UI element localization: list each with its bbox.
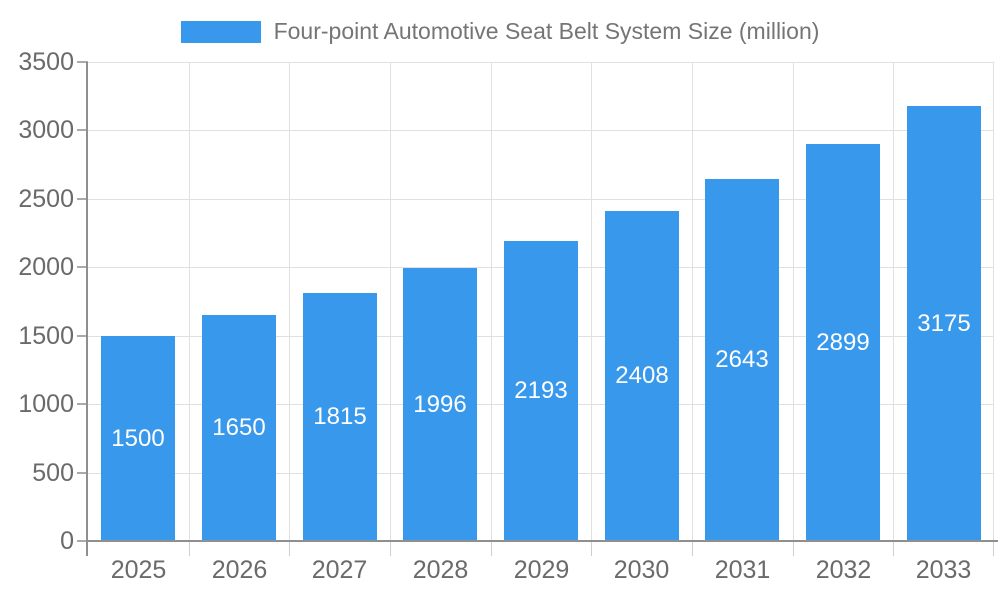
x-axis-tick-label: 2030 xyxy=(613,556,670,584)
x-gridline xyxy=(491,62,492,541)
x-gridline xyxy=(289,62,290,541)
legend-swatch xyxy=(180,20,261,43)
x-gridline xyxy=(893,62,894,541)
y-axis-tick xyxy=(77,129,88,131)
x-axis-tick xyxy=(289,541,290,556)
legend-label: Four-point Automotive Seat Belt System S… xyxy=(273,18,820,44)
bar-value-label: 1996 xyxy=(413,390,467,418)
bar-2033: 3175 xyxy=(907,106,981,541)
x-gridline xyxy=(793,62,794,541)
plot-area: 1500 1650 1815 1996 2193 2408 2643 2899 3175 xyxy=(88,62,994,541)
x-axis-line xyxy=(86,540,998,542)
bar-2026: 1650 xyxy=(202,315,276,541)
x-axis-tick-label: 2026 xyxy=(211,556,268,584)
y-axis-line xyxy=(86,62,88,556)
bar-2027: 1815 xyxy=(303,293,377,541)
y-axis-tick-label: 3500 xyxy=(18,48,74,76)
x-axis-tick xyxy=(893,541,894,556)
x-gridline xyxy=(189,62,190,541)
bar-2030: 2408 xyxy=(605,211,679,541)
x-gridline xyxy=(591,62,592,541)
x-axis-tick xyxy=(692,541,693,556)
y-gridline xyxy=(88,62,994,63)
x-axis-tick-label: 2032 xyxy=(815,556,872,584)
y-axis-tick-label: 1000 xyxy=(18,390,74,418)
y-axis-tick-label: 0 xyxy=(60,527,74,555)
bar-value-label: 2643 xyxy=(715,346,769,373)
x-axis-tick xyxy=(491,541,492,556)
x-axis-tick xyxy=(390,541,391,556)
x-axis-tick xyxy=(591,541,592,556)
y-axis-tick xyxy=(77,335,88,337)
y-gridline xyxy=(88,199,994,200)
bar-2028: 1996 xyxy=(403,268,477,541)
bar-2032: 2899 xyxy=(806,144,880,541)
x-gridline xyxy=(390,62,391,541)
bar-value-label: 2899 xyxy=(816,328,870,356)
y-axis-tick xyxy=(77,198,88,200)
bar-value-label: 2193 xyxy=(514,377,568,404)
y-axis-tick xyxy=(77,403,88,405)
bar-2029: 2193 xyxy=(504,241,578,541)
bar-2025: 1500 xyxy=(101,336,175,541)
y-axis-tick-label: 3000 xyxy=(18,116,74,144)
y-axis-tick-label: 1500 xyxy=(18,322,74,350)
bar-value-label: 1815 xyxy=(313,403,367,430)
x-axis-tick-label: 2028 xyxy=(412,556,469,584)
x-axis-tick-label: 2033 xyxy=(915,556,972,584)
bar-value-label: 1650 xyxy=(212,414,266,441)
bar-value-label: 2408 xyxy=(615,362,669,389)
x-axis-tick-label: 2025 xyxy=(110,556,167,584)
y-axis-tick-label: 2000 xyxy=(18,253,74,281)
y-axis-tick xyxy=(77,266,88,268)
x-gridline xyxy=(993,62,994,541)
y-axis-tick xyxy=(77,472,88,474)
x-axis-tick-label: 2031 xyxy=(714,556,771,584)
bar-value-label: 3175 xyxy=(917,309,971,337)
bar-value-label: 1500 xyxy=(111,424,165,452)
x-axis-tick-label: 2027 xyxy=(311,556,368,584)
y-gridline xyxy=(88,130,994,131)
y-axis-tick-label: 500 xyxy=(32,459,74,487)
x-axis-tick-label: 2029 xyxy=(513,556,570,584)
y-axis-tick-label: 2500 xyxy=(18,185,74,213)
x-axis-tick xyxy=(993,541,994,556)
y-axis-tick xyxy=(77,61,88,63)
chart-legend[interactable]: Four-point Automotive Seat Belt System S… xyxy=(0,18,1000,45)
y-axis-tick xyxy=(77,540,88,542)
bar-2031: 2643 xyxy=(705,179,779,541)
x-gridline xyxy=(692,62,693,541)
x-axis-tick xyxy=(793,541,794,556)
x-axis-tick xyxy=(189,541,190,556)
